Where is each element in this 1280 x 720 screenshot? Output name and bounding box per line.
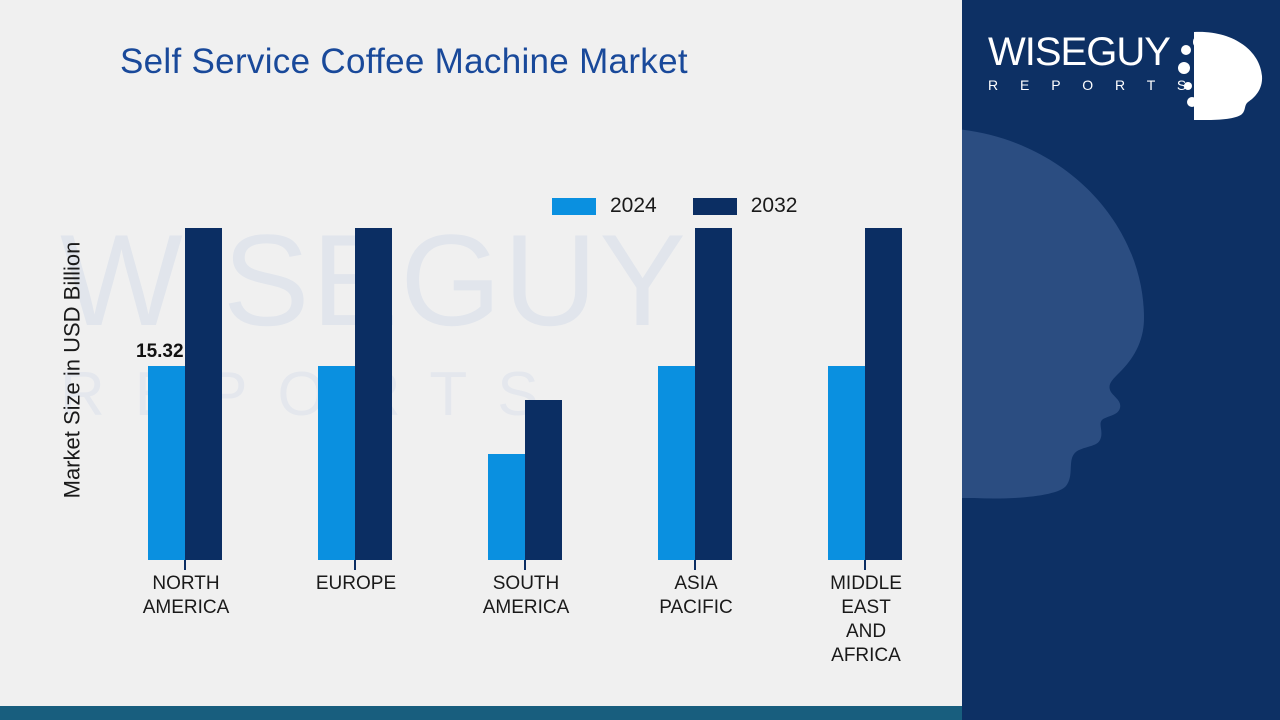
bar-2032[interactable] bbox=[865, 228, 902, 560]
bar-2024[interactable] bbox=[828, 365, 865, 560]
x-axis-tick bbox=[354, 560, 356, 570]
legend-label-2024: 2024 bbox=[610, 194, 657, 217]
logo-subtitle: R E P O R T S bbox=[988, 77, 1196, 93]
bar-2024[interactable] bbox=[148, 365, 185, 560]
x-axis-tick bbox=[184, 560, 186, 570]
bar-2032[interactable] bbox=[695, 228, 732, 560]
footer-accent-bar bbox=[0, 706, 962, 720]
bar-2032[interactable] bbox=[355, 228, 392, 560]
bar-2032[interactable] bbox=[185, 228, 222, 560]
bar-group: 15.32 NORTH AMERICA bbox=[136, 180, 229, 618]
bar-group: ASIA PACIFIC bbox=[658, 180, 733, 618]
x-axis-category-label: NORTH AMERICA bbox=[142, 573, 230, 618]
legend-swatch-2024 bbox=[552, 197, 596, 215]
x-axis-category-label: ASIA PACIFIC bbox=[659, 573, 733, 618]
bar-group: MIDDLE EAST AND AFRICA bbox=[828, 180, 902, 666]
wiseguy-reports-logo: WISEGUY R E P O R T S bbox=[988, 30, 1268, 121]
bar-2024[interactable] bbox=[488, 453, 525, 560]
legend-swatch-2032 bbox=[692, 197, 737, 215]
x-axis-category-label: SOUTH AMERICA bbox=[482, 573, 570, 618]
logo-head-icon bbox=[1178, 31, 1263, 121]
legend-item-2032[interactable]: 2032 bbox=[692, 194, 798, 218]
bar-2024[interactable] bbox=[318, 365, 355, 560]
x-axis-category-label: EUROPE bbox=[315, 573, 397, 594]
chart-title: Self Service Coffee Machine Market bbox=[120, 42, 688, 81]
brand-panel bbox=[962, 0, 1280, 720]
logo-wordmark: WISEGUY bbox=[988, 30, 1171, 74]
x-axis-tick bbox=[694, 560, 696, 570]
bar-group: EUROPE bbox=[316, 180, 396, 594]
legend-label-2032: 2032 bbox=[750, 194, 798, 217]
plot-area: 15.32 NORTH AMERICA EUROPE SOUTH AMERICA ASIA P… bbox=[108, 180, 928, 666]
chart-legend: 2024 2032 bbox=[552, 194, 797, 218]
head-silhouette-graphic bbox=[962, 129, 1144, 499]
y-axis-title-text: Market Size in USD Billion bbox=[59, 241, 84, 499]
bar-2032[interactable] bbox=[525, 400, 562, 560]
x-axis-tick bbox=[864, 560, 866, 570]
x-axis-tick bbox=[524, 560, 526, 570]
bar-value-label: 15.32 bbox=[136, 340, 184, 362]
bar-group: SOUTH AMERICA bbox=[483, 180, 569, 618]
bar-2024[interactable] bbox=[658, 365, 695, 560]
legend-item-2024[interactable]: 2024 bbox=[552, 194, 657, 218]
y-axis-title: Market Size in USD Billion bbox=[52, 180, 92, 560]
x-axis-category-label: MIDDLE EAST AND AFRICA bbox=[830, 573, 902, 666]
